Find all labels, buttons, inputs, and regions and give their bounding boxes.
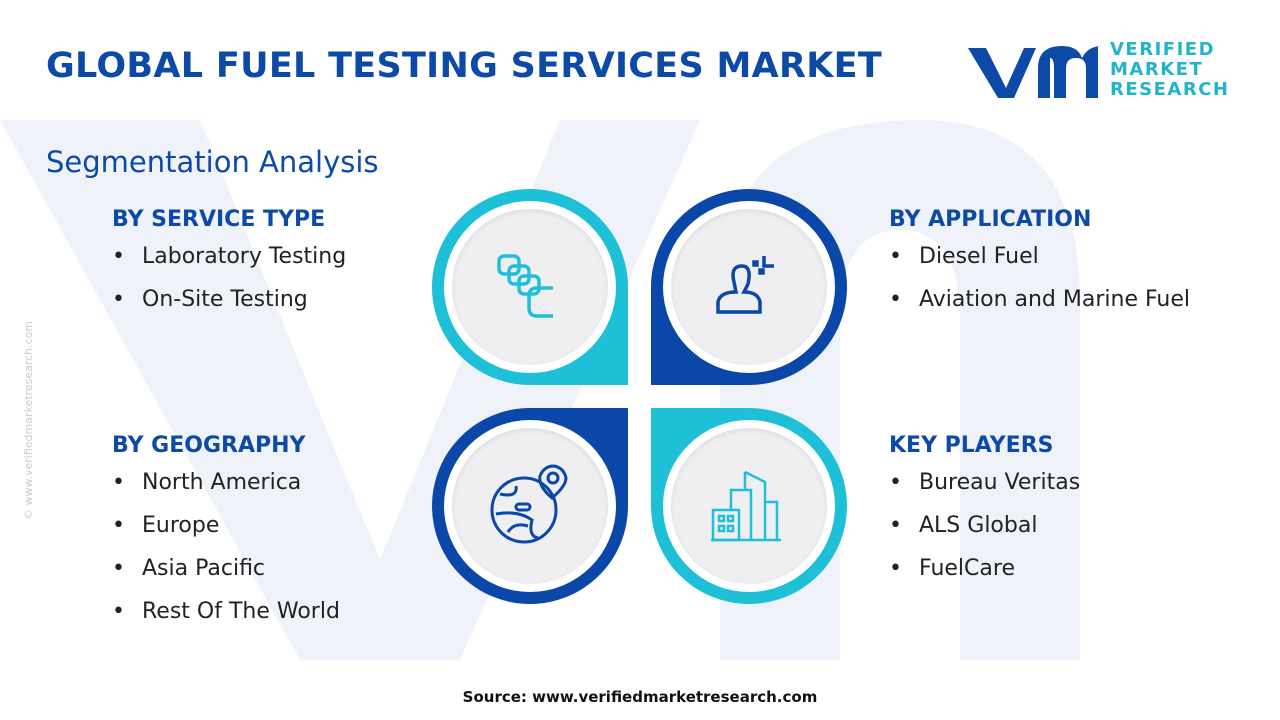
list-item: ALS Global: [889, 513, 1080, 556]
list-item: Laboratory Testing: [112, 244, 346, 287]
logo-text: VERIFIED MARKET RESEARCH: [1110, 39, 1230, 100]
list-item: Europe: [112, 513, 340, 556]
stacked-squares-icon: [497, 254, 553, 318]
section-subtitle: Segmentation Analysis: [46, 145, 379, 179]
segment-geography: BY GEOGRAPHY North AmericaEuropeAsia Pac…: [112, 433, 340, 642]
page-title: GLOBAL FUEL TESTING SERVICES MARKET: [46, 46, 883, 86]
list-item: Bureau Veritas: [889, 470, 1080, 513]
segment-heading: BY SERVICE TYPE: [112, 207, 326, 232]
segment-heading: BY GEOGRAPHY: [112, 433, 306, 458]
list-item: Aviation and Marine Fuel: [889, 287, 1190, 330]
buildings-icon: [711, 470, 781, 542]
list-item: North America: [112, 470, 340, 513]
vmr-logo: [968, 46, 1102, 98]
list-item: Rest Of The World: [112, 599, 340, 642]
globe-pin-icon: [490, 464, 568, 544]
quadrant-application: [651, 189, 847, 385]
source-text: Source: www.verifiedmarketresearch.com: [462, 688, 818, 706]
segment-heading: KEY PLAYERS: [889, 433, 1054, 458]
segment-heading: BY APPLICATION: [889, 207, 1092, 232]
list-item: On-Site Testing: [112, 287, 346, 330]
quadrant-geography: [432, 408, 628, 604]
segment-key-players: KEY PLAYERS Bureau VeritasALS GlobalFuel…: [889, 433, 1080, 599]
segment-service-type: BY SERVICE TYPE Laboratory TestingOn-Sit…: [112, 207, 346, 330]
quadrant-key-players: [651, 408, 847, 604]
list-item: Diesel Fuel: [889, 244, 1190, 287]
quadrant-service-type: [432, 189, 628, 385]
list-item: FuelCare: [889, 556, 1080, 599]
person-icon: [716, 256, 774, 314]
side-watermark-text: © www.verifiedmarketresearch.com: [22, 320, 35, 520]
segment-application: BY APPLICATION Diesel FuelAviation and M…: [889, 207, 1190, 330]
list-item: Asia Pacific: [112, 556, 340, 599]
